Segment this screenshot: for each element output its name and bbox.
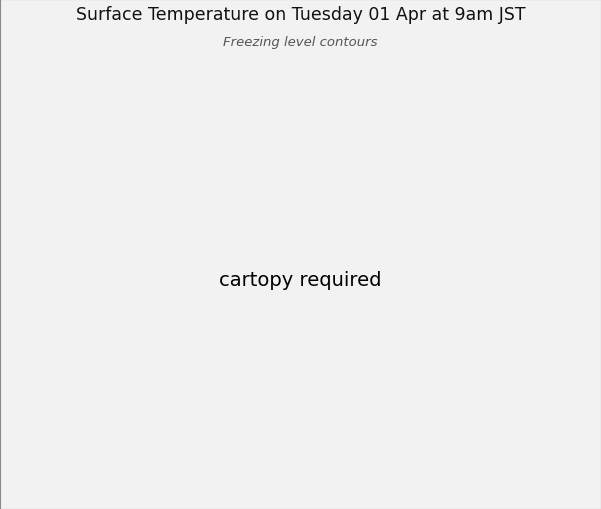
Text: Surface Temperature on Tuesday 01 Apr at 9am JST: Surface Temperature on Tuesday 01 Apr at…	[76, 6, 525, 23]
Text: Freezing level contours: Freezing level contours	[223, 36, 378, 49]
Text: cartopy required: cartopy required	[219, 271, 382, 290]
